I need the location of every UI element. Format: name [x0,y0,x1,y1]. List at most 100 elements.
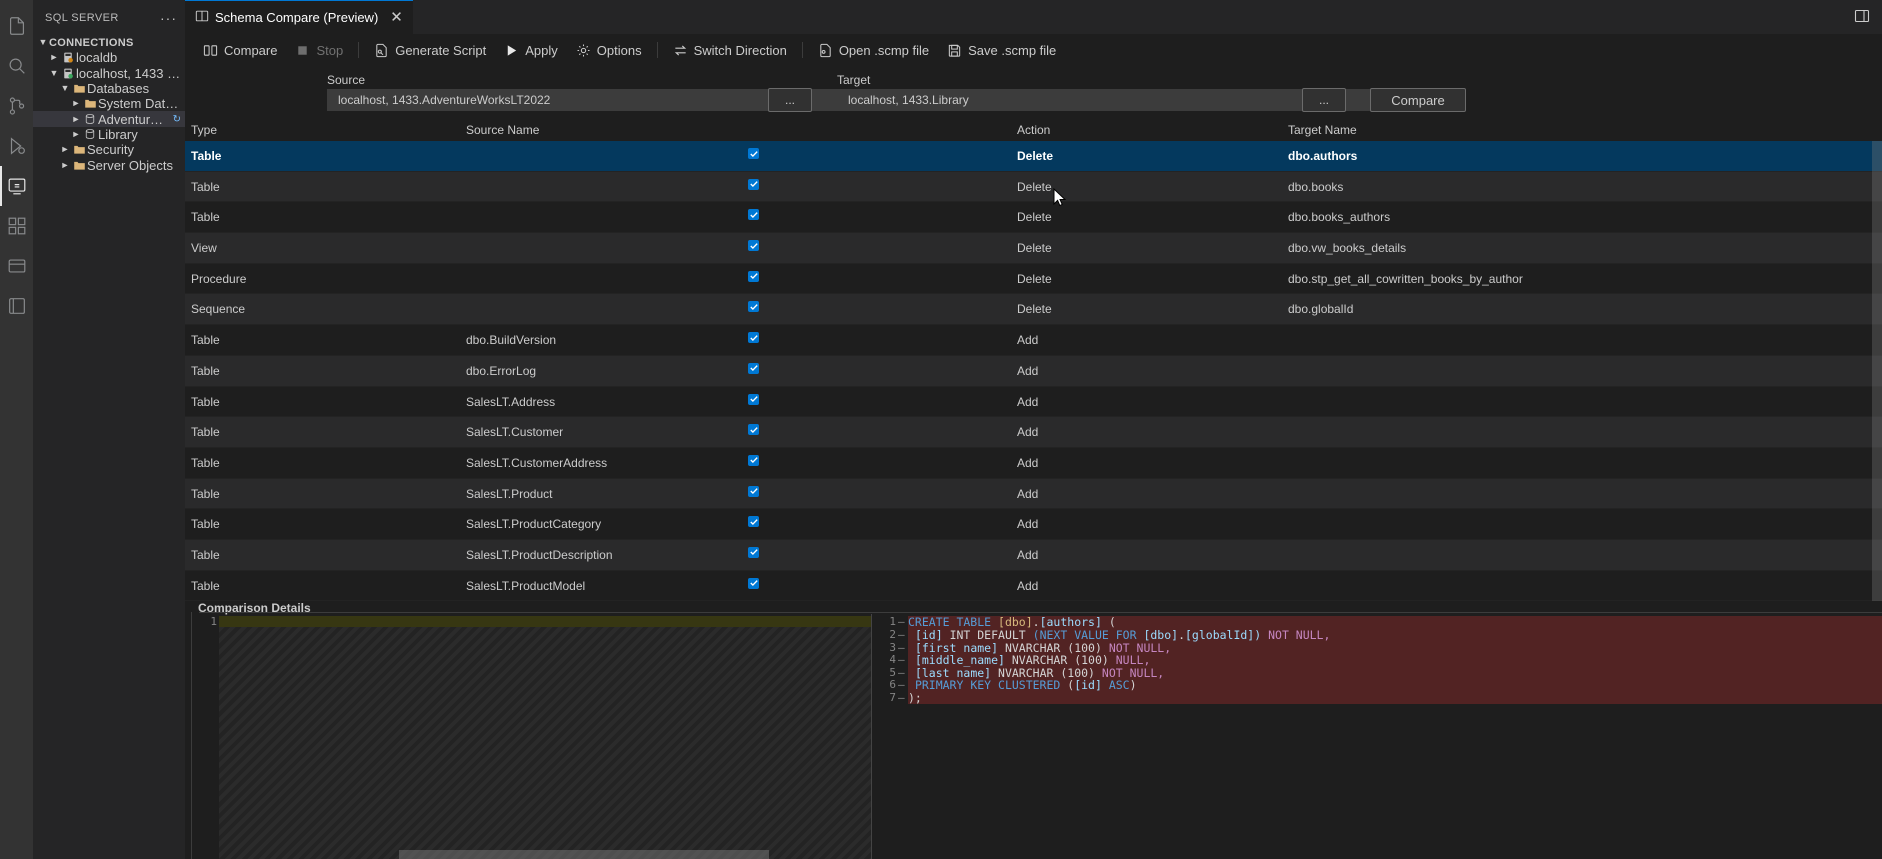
options-button[interactable]: Options [567,40,651,61]
source-browse-button[interactable]: ... [768,88,812,112]
table-row[interactable]: Table SalesLT.Customer Add [185,417,1882,448]
cell-target-name: dbo.books_authors [1288,210,1391,225]
generate-script-button[interactable]: Generate Script [365,40,495,61]
cell-type: Table [191,149,222,163]
include-checkbox[interactable] [748,362,759,374]
chevron-right-icon[interactable]: ► [71,113,81,124]
include-checkbox[interactable] [748,209,759,221]
switch-direction-button[interactable]: Switch Direction [664,40,796,61]
diff-horizontal-scrollbar[interactable] [399,850,769,859]
close-icon[interactable]: ✕ [390,8,403,26]
chevron-down-icon[interactable]: ▼ [49,67,59,78]
table-row[interactable]: Table SalesLT.Product Add [185,478,1882,510]
chevron-right-icon[interactable]: ► [71,128,81,139]
tree-item-adventureworkslt[interactable]: ► AdventureWorksLT...↻ [33,111,185,127]
chevron-right-icon[interactable]: ► [60,144,70,155]
column-header-action[interactable]: Action [1017,123,1051,137]
table-row[interactable]: Table SalesLT.CustomerAddress Add [185,448,1882,479]
editor-area: Schema Compare (Preview) ✕ Compare [185,0,1882,859]
stop-icon [295,43,310,58]
diff-pane-source[interactable]: 1+ [193,614,872,859]
include-checkbox[interactable] [748,454,759,466]
column-header-target-name[interactable]: Target Name [1288,123,1357,137]
chevron-right-icon[interactable]: ► [60,159,70,170]
include-checkbox[interactable] [748,148,759,159]
line-number: 1 [889,615,896,629]
save-icon [947,43,962,58]
include-checkbox[interactable] [748,485,759,497]
source-input[interactable]: localhost, 1433.AdventureWorksLT2022 [327,89,860,111]
refresh-icon[interactable]: ↻ [172,113,181,125]
chevron-right-icon[interactable]: ► [71,98,81,109]
diff-grid-header: Type Source Name Action Target Name [185,120,1882,141]
table-row[interactable]: Table SalesLT.Address Add [185,387,1882,418]
include-checkbox[interactable] [748,240,759,252]
tree-item-localhost-1433-sql-serv[interactable]: ▼ localhost, 1433 (SQL Serv... [33,66,185,81]
tree-group-connections[interactable]: ▼ CONNECTIONS [33,35,185,50]
cell-action: Add [1017,455,1039,470]
compare-button[interactable]: Compare [194,40,286,61]
include-checkbox[interactable] [748,546,759,558]
tree-item-library[interactable]: ► Library [33,127,185,142]
table-row[interactable]: Sequence Delete dbo.globalId [185,294,1882,326]
table-row[interactable]: Table Delete dbo.books_authors [185,202,1882,234]
table-row[interactable]: Table SalesLT.ProductDescription Add [185,539,1882,571]
column-header-type[interactable]: Type [191,123,218,137]
table-row[interactable]: View Delete dbo.vw_books_details [185,233,1882,264]
schema-compare-toolbar: Compare Stop Generate Script [185,35,1882,65]
grid-scrollbar[interactable] [1872,141,1882,602]
tree-item-system-databases[interactable]: ► System Databases [33,96,185,111]
editor-actions [1854,0,1882,34]
include-checkbox[interactable] [748,424,759,436]
notebooks-icon[interactable] [0,286,33,326]
tree-item-label: System Databases [98,96,181,112]
tree-item-server-objects[interactable]: ► Server Objects [33,157,185,173]
table-row[interactable]: Table Delete dbo.authors [185,141,1882,172]
cell-target-name: dbo.vw_books_details [1288,241,1407,256]
table-row[interactable]: Procedure Delete dbo.stp_get_all_cowritten… [185,264,1882,295]
table-row[interactable]: Table Delete dbo.books [185,171,1882,203]
save-scmp-button[interactable]: Save .scmp file [938,40,1065,61]
include-checkbox[interactable] [748,516,759,528]
tree-item-localdb[interactable]: ► localdb [33,50,185,65]
split-editor-icon[interactable] [1854,8,1870,27]
include-checkbox[interactable] [748,393,759,405]
chevron-down-icon: ▼ [38,37,48,48]
apply-button[interactable]: Apply [495,40,567,61]
diff-marker: – [898,640,905,654]
target-browse-button[interactable]: ... [1302,88,1346,112]
line-number: 1 [210,615,217,629]
tree-item-security[interactable]: ► Security [33,142,185,157]
column-header-source-name[interactable]: Source Name [466,123,540,137]
cell-action: Add [1017,517,1039,532]
sidebar-more-actions-icon[interactable]: ··· [160,9,177,26]
table-row[interactable]: Table SalesLT.ProductModel Add [185,571,1882,602]
extensions-icon[interactable] [0,206,33,246]
include-checkbox[interactable] [748,270,759,282]
chevron-down-icon[interactable]: ▼ [60,83,70,94]
tab-schema-compare[interactable]: Schema Compare (Preview) ✕ [185,0,414,34]
tree-item-databases[interactable]: ▼ Databases [33,81,185,96]
database-projects-icon[interactable] [0,246,33,286]
code-token: NVARCHAR [991,665,1061,680]
include-checkbox[interactable] [748,332,759,344]
include-checkbox[interactable] [748,178,759,190]
compare-action-button[interactable]: Compare [1370,88,1466,112]
table-row[interactable]: Table dbo.BuildVersion Add [185,325,1882,356]
search-icon[interactable] [0,46,33,86]
table-row[interactable]: Table dbo.ErrorLog Add [185,355,1882,387]
target-input[interactable]: localhost, 1433.Library [837,89,1370,111]
open-scmp-button[interactable]: Open .scmp file [809,40,938,61]
table-row[interactable]: Table SalesLT.ProductCategory Add [185,509,1882,540]
include-checkbox[interactable] [748,577,759,589]
explorer-icon[interactable] [0,6,33,46]
source-control-icon[interactable] [0,86,33,126]
server-icon [60,51,76,64]
include-checkbox[interactable] [748,301,759,313]
cell-action: Add [1017,547,1039,562]
diff-pane-target[interactable]: 1– CREATE TABLE [dbo].[authors] (2– [id] … [872,614,1882,859]
chevron-right-icon[interactable]: ► [49,52,59,63]
stop-button[interactable]: Stop [286,40,352,61]
run-debug-icon[interactable] [0,126,33,166]
sql-server-icon[interactable] [0,166,33,206]
